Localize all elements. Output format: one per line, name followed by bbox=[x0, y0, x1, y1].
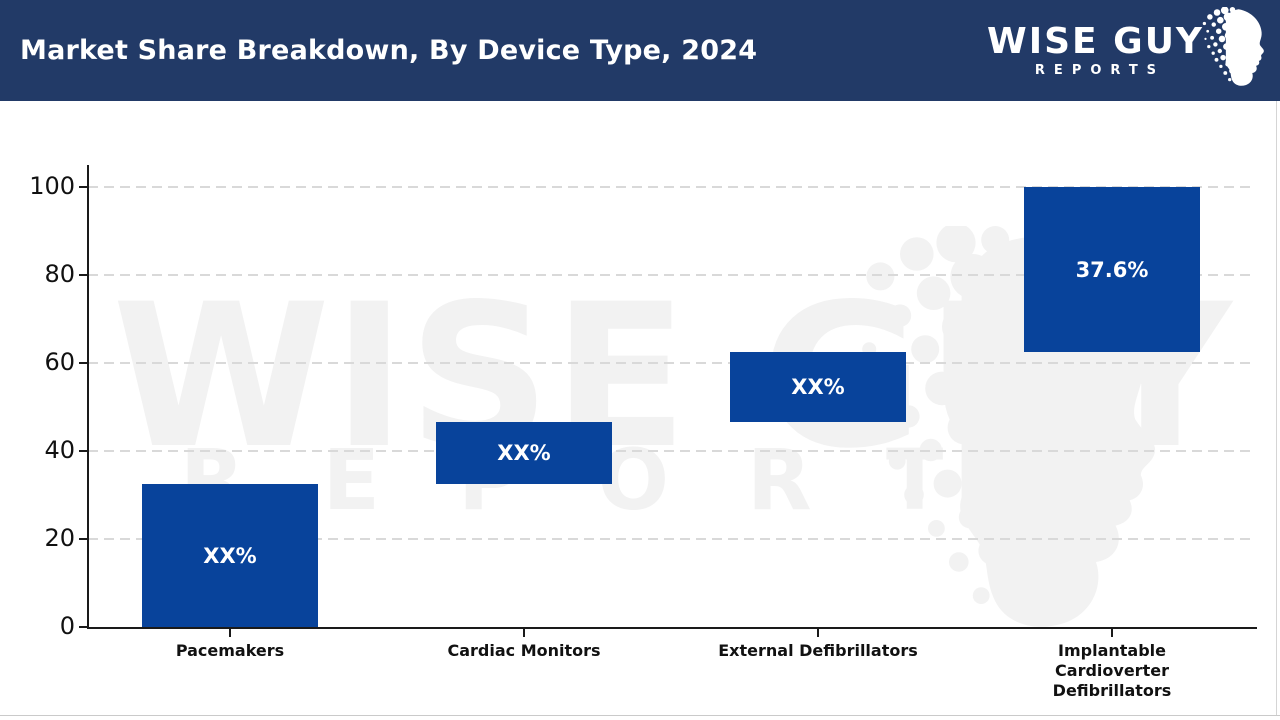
y-tick-20 bbox=[79, 538, 88, 540]
gridline-40 bbox=[88, 450, 1254, 452]
y-tick-label-80: 80 bbox=[44, 260, 75, 288]
y-tick-0 bbox=[79, 626, 88, 628]
gridline-60 bbox=[88, 362, 1254, 364]
frame-bottom-line bbox=[0, 715, 1280, 716]
x-category-label-0: Pacemakers bbox=[175, 641, 285, 660]
x-tick-3 bbox=[1111, 629, 1113, 637]
y-tick-100 bbox=[79, 186, 88, 188]
x-tick-0 bbox=[229, 629, 231, 637]
bar-value-label: XX% bbox=[203, 543, 257, 568]
gridline-20 bbox=[88, 538, 1254, 540]
bar-value-label: 37.6% bbox=[1075, 257, 1149, 282]
logo-text: WISE GUY REPORTS bbox=[986, 20, 1204, 78]
x-category-label-1: Cardiac Monitors bbox=[447, 641, 601, 660]
y-tick-60 bbox=[79, 362, 88, 364]
y-tick-label-60: 60 bbox=[44, 348, 75, 376]
market-share-chart: WISE GUY REPORTS 0 20 40 60 80 100 XX% XX% XX% 3… bbox=[0, 101, 1280, 720]
y-tick-label-0: 0 bbox=[59, 612, 75, 640]
bar-external-defibrillators: XX% bbox=[730, 352, 906, 422]
x-tick-2 bbox=[817, 629, 819, 637]
gridline-80 bbox=[88, 274, 1254, 276]
x-tick-1 bbox=[523, 629, 525, 637]
x-category-label-3: Implantable Cardioverter Defibrillators bbox=[1052, 641, 1172, 700]
frame-right-line bbox=[1276, 101, 1277, 715]
y-tick-40 bbox=[79, 450, 88, 452]
bar-value-label: XX% bbox=[791, 375, 845, 400]
wiseguy-logo: WISE GUY REPORTS bbox=[986, 6, 1266, 95]
y-tick-80 bbox=[79, 274, 88, 276]
y-tick-label-20: 20 bbox=[44, 524, 75, 552]
header-bar: Market Share Breakdown, By Device Type, … bbox=[0, 0, 1280, 101]
x-category-label-2: External Defibrillators bbox=[718, 641, 918, 660]
logo-wordmark: WISE GUY bbox=[986, 20, 1204, 62]
bar-value-label: XX% bbox=[497, 441, 551, 466]
bar-pacemakers: XX% bbox=[142, 484, 318, 627]
y-axis-line bbox=[87, 165, 89, 629]
page-title: Market Share Breakdown, By Device Type, … bbox=[20, 35, 758, 66]
logo-subtext: REPORTS bbox=[1034, 62, 1166, 78]
gridline-100 bbox=[88, 186, 1254, 188]
y-tick-label-40: 40 bbox=[44, 436, 75, 464]
bar-cardiac-monitors: XX% bbox=[436, 421, 612, 485]
bar-implantable-cardioverter-defibrillators: 37.6% bbox=[1024, 187, 1200, 353]
y-tick-label-100: 100 bbox=[29, 172, 75, 200]
x-axis-line bbox=[87, 627, 1257, 629]
logo-face-icon bbox=[1202, 6, 1264, 86]
